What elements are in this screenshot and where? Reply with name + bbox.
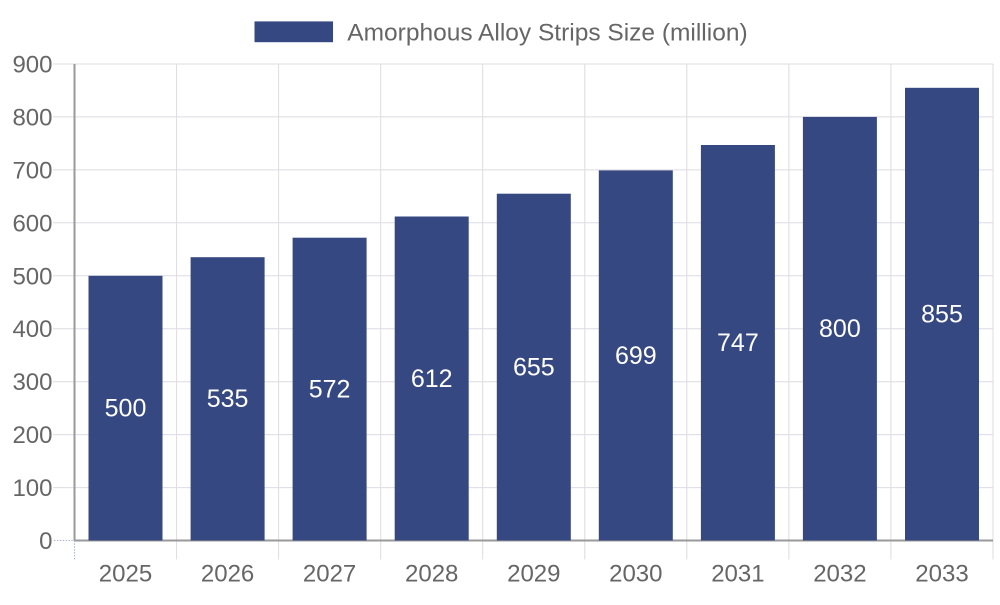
svg-text:655: 655: [513, 353, 555, 381]
svg-text:612: 612: [411, 365, 453, 393]
svg-text:2025: 2025: [99, 561, 152, 588]
svg-text:400: 400: [12, 316, 52, 343]
svg-text:2029: 2029: [507, 561, 560, 588]
svg-text:2033: 2033: [915, 561, 968, 588]
svg-text:2027: 2027: [303, 561, 356, 588]
svg-text:900: 900: [12, 52, 52, 79]
svg-text:100: 100: [12, 475, 52, 502]
svg-text:300: 300: [12, 369, 52, 396]
svg-text:800: 800: [819, 315, 861, 343]
svg-text:855: 855: [921, 301, 963, 329]
svg-text:747: 747: [717, 329, 759, 357]
svg-text:500: 500: [12, 263, 52, 290]
svg-text:Amorphous Alloy Strips Size (m: Amorphous Alloy Strips Size (million): [347, 19, 747, 46]
svg-text:535: 535: [207, 385, 249, 413]
svg-text:800: 800: [12, 104, 52, 131]
svg-text:699: 699: [615, 342, 657, 370]
svg-text:572: 572: [309, 375, 351, 403]
svg-text:200: 200: [12, 422, 52, 449]
svg-text:0: 0: [39, 528, 52, 555]
svg-text:2030: 2030: [609, 561, 662, 588]
svg-text:2028: 2028: [405, 561, 458, 588]
svg-text:600: 600: [12, 210, 52, 237]
svg-text:500: 500: [105, 394, 147, 422]
svg-text:700: 700: [12, 157, 52, 184]
svg-text:2032: 2032: [813, 561, 866, 588]
svg-text:2026: 2026: [201, 561, 254, 588]
svg-text:2031: 2031: [711, 561, 764, 588]
